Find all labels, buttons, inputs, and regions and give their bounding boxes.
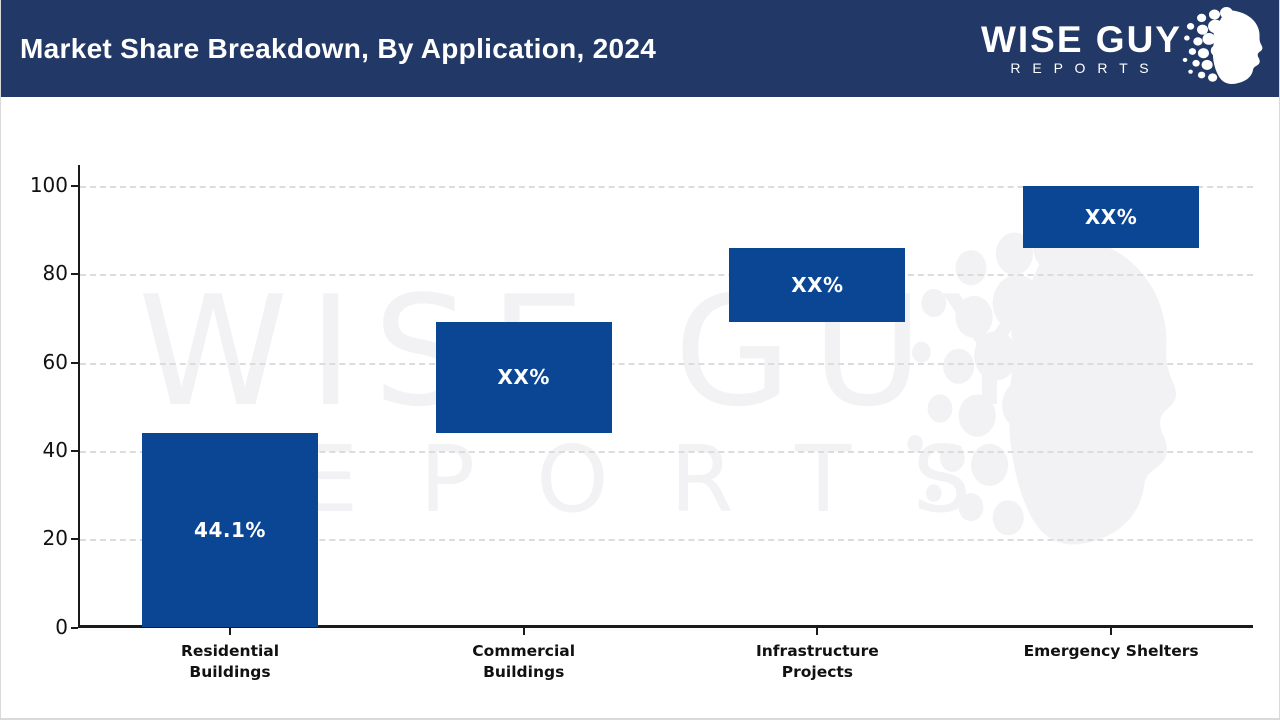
brand-subname: R E P O R T S — [1010, 60, 1153, 76]
gridline-20 — [80, 539, 1253, 542]
gridline-60 — [80, 362, 1253, 365]
x-axis-line — [78, 625, 1253, 628]
y-axis-line — [78, 165, 80, 628]
bar-2: XX% — [435, 321, 612, 433]
y-tick-mark-40 — [71, 449, 78, 452]
gridline-40 — [80, 450, 1253, 453]
brand-name: WISE GUY — [980, 19, 1182, 60]
y-tick-label-20: 20 — [42, 526, 68, 551]
y-tick-label-0: 0 — [55, 614, 68, 639]
y-tick-label-60: 60 — [42, 349, 68, 374]
gridline-80 — [80, 274, 1253, 277]
category-label-1: Residential Buildings — [180, 642, 280, 681]
x-tick-mark-3 — [816, 628, 819, 635]
x-tick-mark-1 — [229, 628, 231, 635]
y-tick-mark-20 — [71, 538, 78, 541]
y-tick-label-80: 80 — [42, 261, 68, 286]
bar-1: 44.1% — [142, 432, 318, 628]
y-tick-mark-0 — [71, 626, 78, 629]
bar-value-label: XX% — [497, 365, 550, 390]
y-tick-mark-100 — [71, 185, 78, 187]
y-tick-label-100: 100 — [29, 173, 68, 197]
bar-value-label: XX% — [791, 272, 844, 297]
gridline-100 — [80, 186, 1253, 188]
bar-4: XX% — [1023, 186, 1200, 248]
bar-3: XX% — [729, 247, 906, 322]
bar-value-label: XX% — [1084, 204, 1138, 229]
category-label-3: Infrastructure Projects — [756, 642, 879, 681]
header-bar: Market Share Breakdown, By Application, … — [0, 0, 1280, 97]
y-tick-mark-60 — [71, 361, 78, 364]
y-tick-label-40: 40 — [42, 437, 68, 462]
brand-logo: WISE GUY R E P O R T S — [981, 6, 1266, 92]
chart-title: Market Share Breakdown, By Application, … — [20, 32, 657, 64]
x-tick-mark-2 — [522, 628, 525, 635]
y-tick-mark-80 — [71, 273, 78, 276]
brand-head-icon — [1182, 7, 1263, 84]
x-tick-mark-4 — [1110, 628, 1113, 635]
brand-logo-text: WISE GUY R E P O R T S — [981, 21, 1182, 77]
category-label-4: Emergency Shelters — [1023, 642, 1199, 660]
bar-value-label: 44.1% — [194, 518, 266, 543]
category-label-2: Commercial Buildings — [472, 642, 576, 681]
